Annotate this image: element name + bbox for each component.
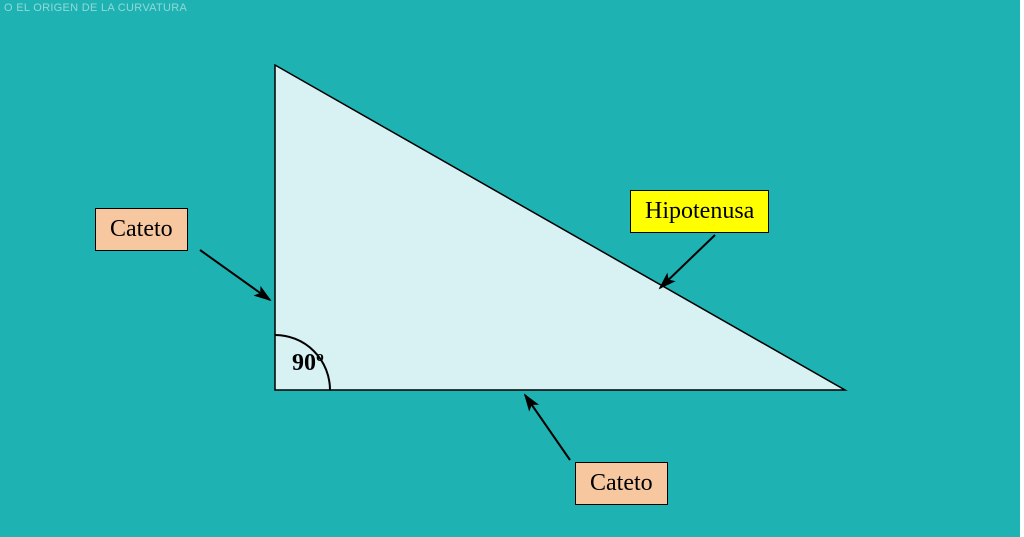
label-text: Cateto	[590, 470, 653, 496]
header-faint-text: O EL ORIGEN DE LA CURVATURA	[4, 2, 187, 14]
label-text: Cateto	[110, 216, 173, 242]
label-hipotenusa: Hipotenusa	[630, 190, 769, 233]
label-cateto-left: Cateto	[95, 208, 188, 251]
diagram-stage: O EL ORIGEN DE LA CURVATURA Cateto Hipot…	[0, 0, 1024, 537]
label-text: Hipotenusa	[645, 198, 754, 224]
angle-label: 90º	[292, 350, 324, 377]
label-cateto-bottom: Cateto	[575, 462, 668, 505]
diagram-svg	[0, 0, 1024, 537]
